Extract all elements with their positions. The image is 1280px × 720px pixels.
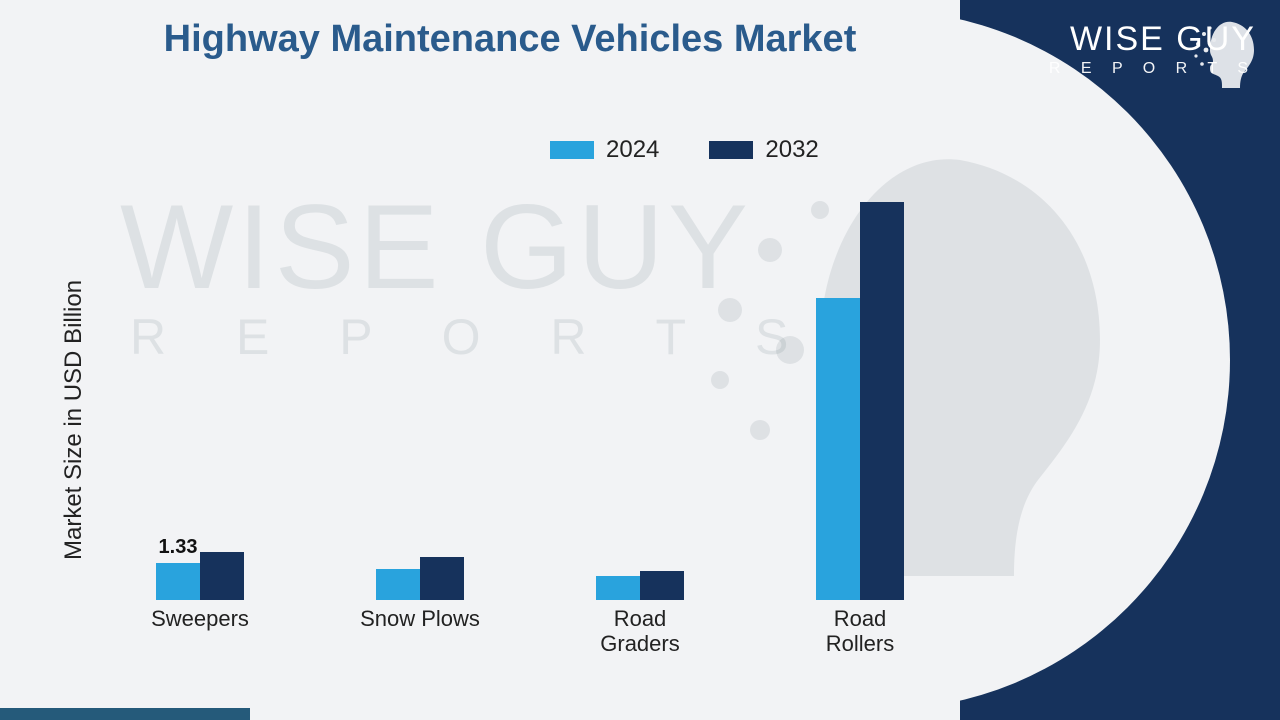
legend-item: 2032 <box>709 136 818 164</box>
bar <box>596 576 640 600</box>
chart-title: Highway Maintenance Vehicles Market <box>120 18 900 61</box>
bar <box>420 557 464 600</box>
chart-area: 1.33SweepersSnow PlowsRoadGradersRoadRol… <box>150 170 970 650</box>
bar <box>816 298 860 600</box>
legend-label: 2032 <box>765 136 818 164</box>
brand-line2: R E P O R T S <box>1049 60 1256 78</box>
bar-value-label: 1.33 <box>156 536 200 563</box>
bar <box>640 571 684 600</box>
bar: 1.33 <box>156 563 200 600</box>
canvas: WISE GUY R E P O R T S WISE GUY R E P O … <box>0 0 1280 720</box>
legend-swatch <box>550 141 594 159</box>
category-label: RoadRollers <box>790 600 930 657</box>
category-label: Snow Plows <box>350 600 490 631</box>
bar <box>376 569 420 600</box>
bar <box>860 202 904 600</box>
legend-item: 2024 <box>550 136 659 164</box>
legend-swatch <box>709 141 753 159</box>
head-icon <box>1184 16 1264 96</box>
plot-area: 1.33SweepersSnow PlowsRoadGradersRoadRol… <box>150 180 970 600</box>
brand-logo: WISE GUY R E P O R T S <box>1049 22 1256 78</box>
bar <box>200 552 244 600</box>
footer-accent-bar <box>0 708 250 720</box>
y-axis-label: Market Size in USD Billion <box>60 280 88 560</box>
category-label: Sweepers <box>130 600 270 631</box>
legend: 2024 2032 <box>550 136 819 164</box>
category-label: RoadGraders <box>570 600 710 657</box>
legend-label: 2024 <box>606 136 659 164</box>
accent-panel <box>960 0 1280 720</box>
